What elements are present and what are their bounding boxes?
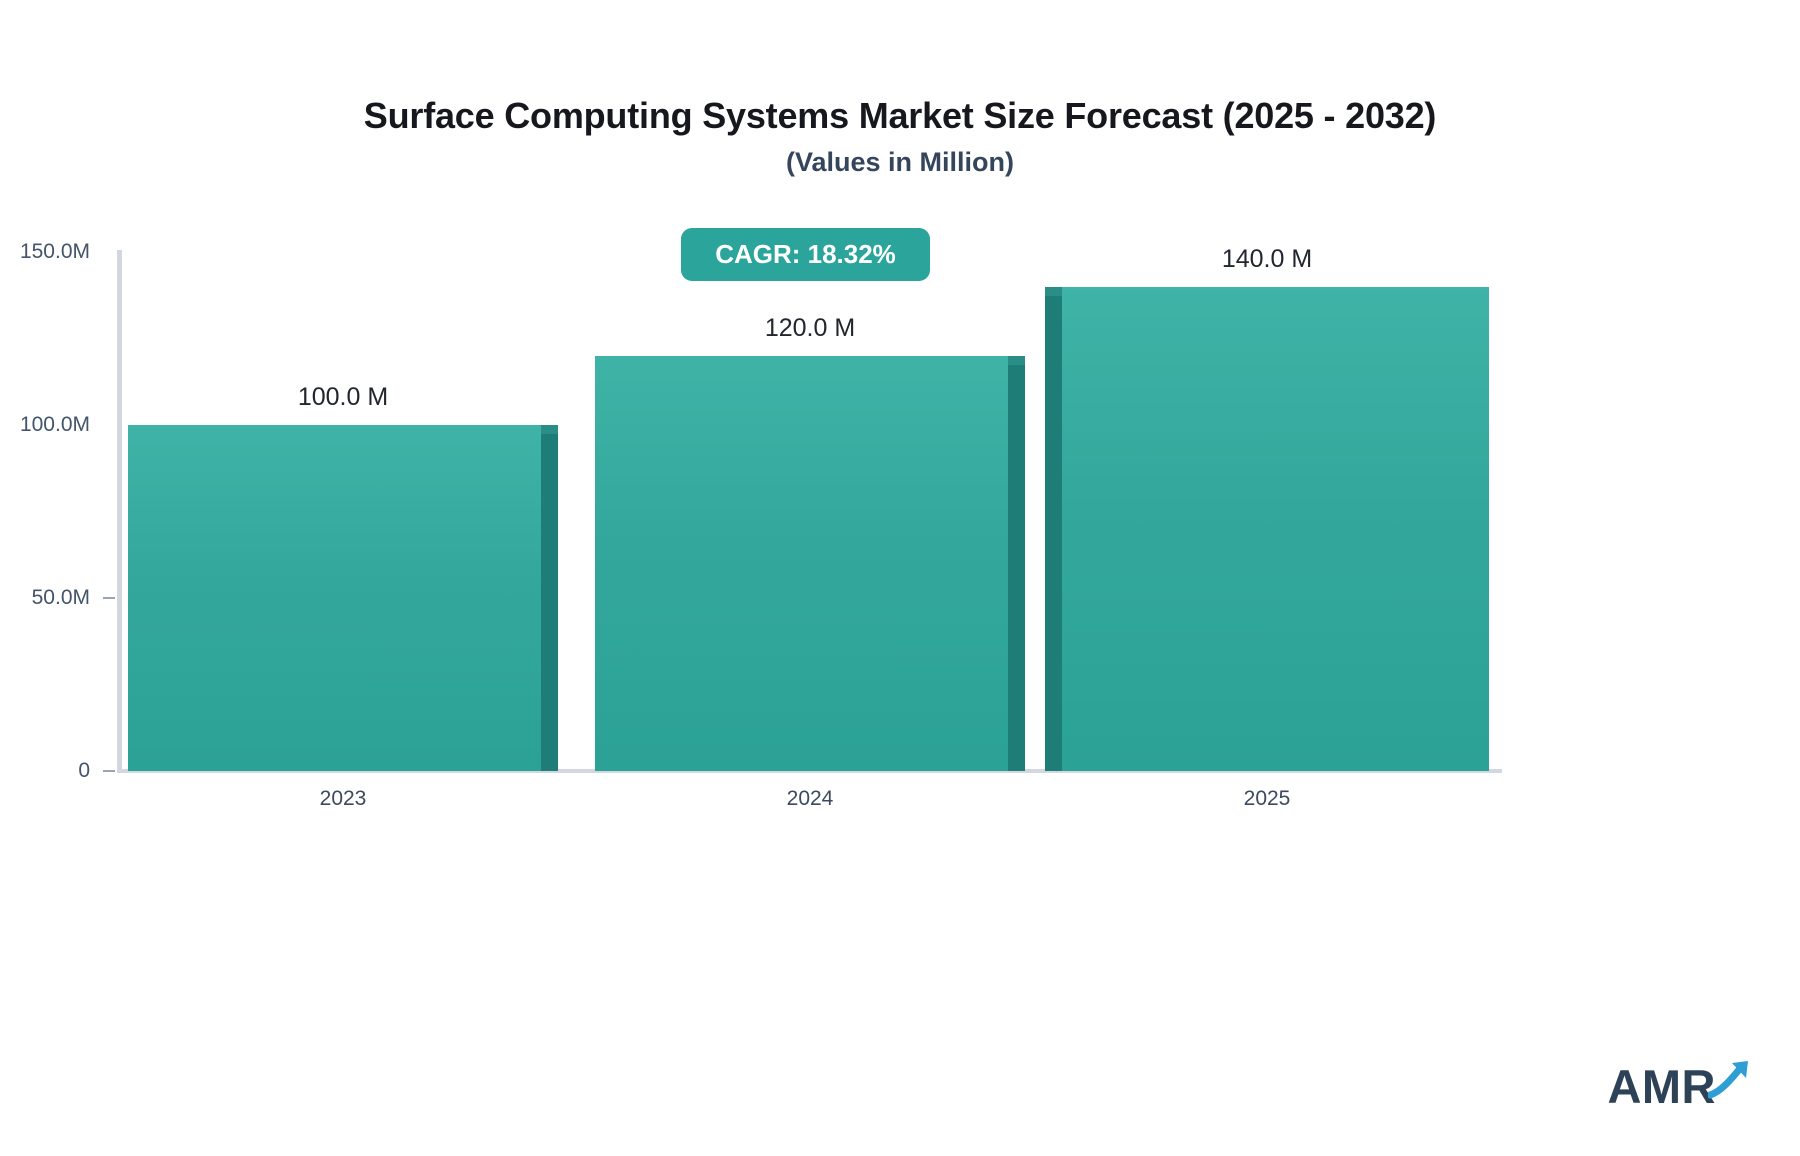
bar-side-shade-2025	[1045, 296, 1062, 771]
bar-2023[interactable]: 100.0 M	[128, 383, 558, 771]
plot-area: 100.0 M 120.0 M 140.0 M	[117, 245, 1498, 771]
bar-2025[interactable]: 140.0 M	[1045, 245, 1489, 771]
bar-top-shade-2024	[1008, 356, 1025, 365]
x-axis-line	[117, 769, 1502, 773]
bar-value-2025: 140.0 M	[1221, 245, 1313, 273]
bar-top-shade-2025	[1045, 287, 1062, 296]
amr-logo-text: AMR	[1607, 1060, 1716, 1113]
x-tick-label-2024: 2024	[786, 787, 834, 810]
y-tick-label-50: 50.0M	[31, 586, 90, 609]
bar-top-shade-2023	[541, 425, 558, 434]
cagr-badge-label: CAGR: 18.32%	[715, 239, 896, 269]
bar-value-2023: 100.0 M	[297, 383, 389, 411]
amr-logo: AMR	[1607, 1059, 1752, 1110]
bar-value-2024: 120.0 M	[764, 314, 856, 342]
bar-body-2024	[595, 356, 1008, 771]
y-tick-label-100: 100.0M	[19, 413, 90, 436]
x-tick-label-2025: 2025	[1243, 787, 1291, 810]
growth-arrow-icon	[1706, 1059, 1752, 1104]
cagr-badge: CAGR: 18.32%	[681, 228, 930, 281]
y-tick-mark-50	[103, 597, 115, 599]
chart-subtitle: (Values in Million)	[785, 147, 1015, 177]
page-title: Surface Computing Systems Market Size Fo…	[363, 95, 1437, 136]
bar-body-2023	[128, 425, 541, 771]
y-tick-mark-0	[103, 770, 115, 772]
bar-body-2025	[1062, 287, 1489, 771]
bar-side-shade-2023	[541, 434, 558, 771]
x-tick-label-2023: 2023	[319, 787, 367, 810]
bar-side-shade-2024	[1008, 365, 1025, 771]
y-tick-label-150: 150.0M	[19, 240, 90, 263]
bar-2024[interactable]: 120.0 M	[595, 314, 1025, 771]
y-axis-line	[117, 250, 122, 771]
y-tick-label-0: 0	[78, 759, 90, 782]
